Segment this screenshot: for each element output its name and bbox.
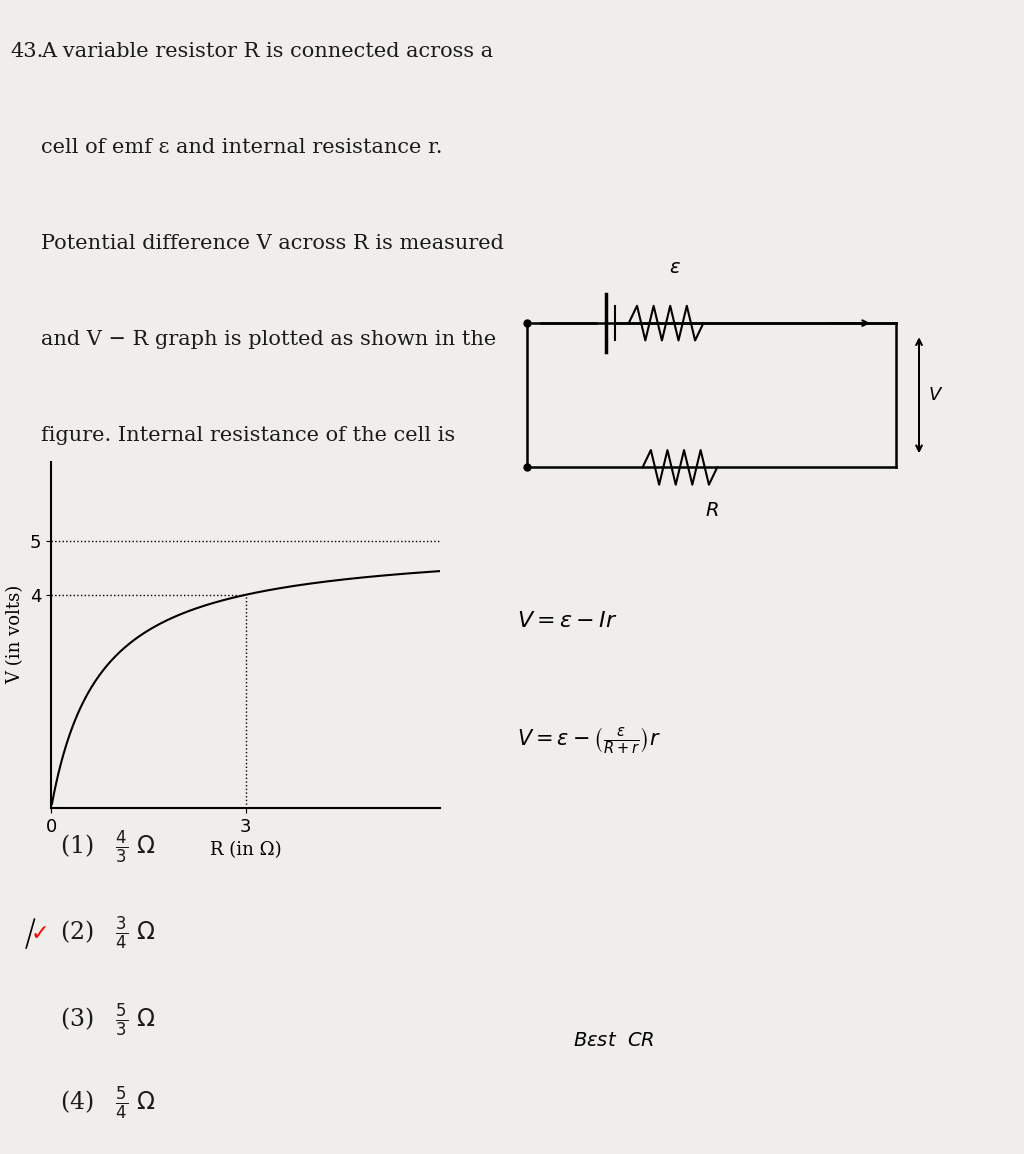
Text: (4)   $\frac{5}{4}$ $\Omega$: (4) $\frac{5}{4}$ $\Omega$ (59, 1085, 156, 1122)
X-axis label: R (in Ω): R (in Ω) (210, 841, 282, 859)
Text: (3)   $\frac{5}{3}$ $\Omega$: (3) $\frac{5}{3}$ $\Omega$ (59, 1002, 156, 1039)
Text: $V = \varepsilon - \left(\frac{\varepsilon}{R+r}\right)r$: $V = \varepsilon - \left(\frac{\varepsil… (517, 725, 662, 757)
Text: 43.: 43. (10, 42, 44, 60)
Text: Potential difference V across R is measured: Potential difference V across R is measu… (41, 233, 504, 253)
Text: figure. Internal resistance of the cell is: figure. Internal resistance of the cell … (41, 426, 456, 444)
Text: ✓: ✓ (31, 923, 49, 944)
Text: and V − R graph is plotted as shown in the: and V − R graph is plotted as shown in t… (41, 330, 497, 349)
Text: $B\varepsilon st$  $CR$: $B\varepsilon st$ $CR$ (573, 1032, 655, 1050)
Text: cell of emf ε and internal resistance r.: cell of emf ε and internal resistance r. (41, 137, 442, 157)
Text: A variable resistor R is connected across a: A variable resistor R is connected acros… (41, 42, 494, 60)
Text: $V = \varepsilon - Ir$: $V = \varepsilon - Ir$ (517, 609, 617, 632)
Text: $R$: $R$ (705, 502, 719, 520)
Text: (1)   $\frac{4}{3}$ $\Omega$: (1) $\frac{4}{3}$ $\Omega$ (59, 829, 156, 866)
Text: (2)   $\frac{3}{4}$ $\Omega$: (2) $\frac{3}{4}$ $\Omega$ (59, 915, 156, 952)
Y-axis label: V (in volts): V (in volts) (6, 585, 25, 684)
Text: $\varepsilon$: $\varepsilon$ (669, 258, 681, 277)
Text: $V$: $V$ (928, 387, 943, 404)
